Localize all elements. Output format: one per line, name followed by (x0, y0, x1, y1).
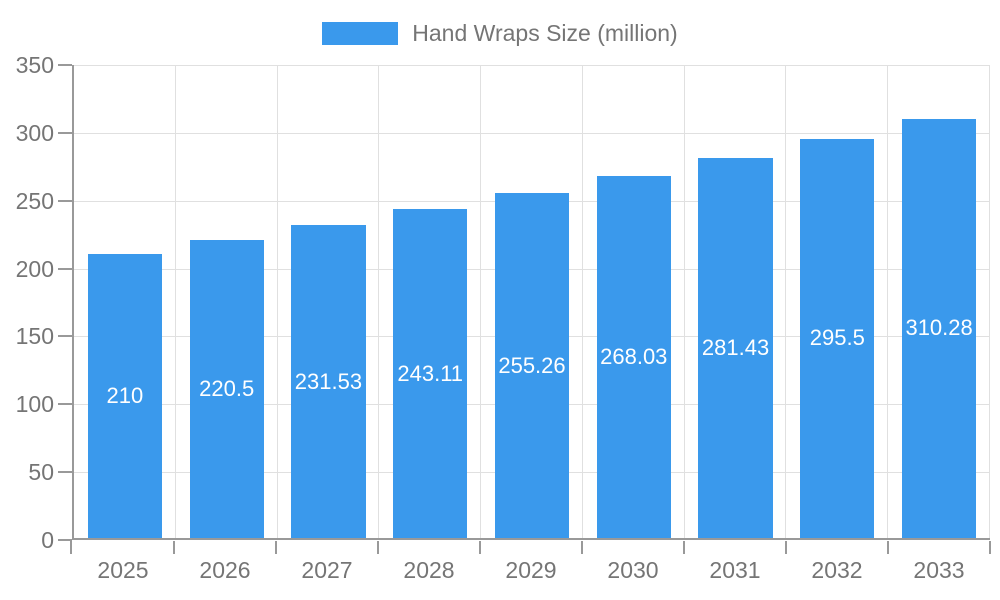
bar-2033[interactable]: 310.28 (901, 118, 977, 538)
y-axis-label: 250 (15, 187, 54, 214)
x-axis-tick (989, 541, 991, 554)
y-axis-tick (58, 267, 72, 270)
x-axis-tick (377, 541, 379, 554)
gridline-vertical (683, 65, 685, 538)
x-axis-tick (785, 541, 787, 554)
gridline-vertical (378, 65, 380, 538)
y-axis-tick (58, 335, 72, 338)
y-axis-tick (58, 471, 72, 474)
legend-label[interactable]: Hand Wraps Size (million) (412, 20, 678, 46)
gridline-vertical (581, 65, 583, 538)
bar-value-label: 281.43 (701, 334, 770, 360)
x-axis-tick (581, 541, 583, 554)
x-axis-label: 2030 (607, 557, 659, 583)
gridline-vertical (785, 65, 787, 538)
plot-area: 210 220.5 231.53 243.11 255.26 268.03 281.43 29… (72, 65, 990, 540)
gridline-vertical (276, 65, 278, 538)
y-axis-label: 200 (15, 255, 54, 282)
y-axis-tick (58, 199, 72, 202)
bar-value-label: 268.03 (600, 343, 668, 369)
bar-2027[interactable]: 231.53 (291, 225, 366, 538)
y-axis-tick (58, 131, 72, 134)
gridline-vertical (887, 65, 889, 538)
legend-swatch[interactable] (322, 22, 399, 45)
x-axis-tick (173, 541, 175, 554)
x-axis-tick (479, 541, 481, 554)
y-axis-label: 100 (15, 391, 54, 418)
x-axis-label: 2026 (199, 557, 251, 583)
gridline-vertical (174, 65, 176, 538)
bar-value-label: 220.5 (199, 376, 255, 401)
x-axis-label: 2025 (97, 557, 149, 583)
gridline-horizontal (74, 65, 990, 66)
bar-2028[interactable]: 243.11 (393, 209, 468, 538)
x-axis-label: 2027 (301, 557, 353, 583)
x-axis-label: 2033 (913, 557, 965, 583)
bar-value-label: 310.28 (905, 315, 973, 341)
y-axis-label: 300 (15, 119, 54, 146)
gridline-vertical (480, 65, 482, 538)
bar-value-label: 231.53 (294, 368, 363, 394)
bar-value-label: 243.11 (397, 360, 464, 386)
bar-2025[interactable]: 210 (87, 254, 163, 538)
y-axis-label: 50 (28, 459, 54, 486)
bar-2026[interactable]: 220.5 (189, 240, 264, 538)
x-axis-label: 2031 (709, 557, 761, 583)
x-axis-tick (275, 541, 277, 554)
x-axis-tick (887, 541, 889, 554)
y-axis-tick (58, 539, 72, 541)
bar-value-label: 255.26 (498, 352, 566, 378)
legend[interactable]: Hand Wraps Size (million) (0, 20, 1000, 47)
x-axis-tick (683, 541, 685, 554)
bar-value-label: 210 (106, 383, 144, 409)
gridline-horizontal (74, 132, 990, 134)
y-axis-label: 0 (41, 527, 54, 553)
x-axis-tick (70, 541, 72, 554)
x-axis-label: 2028 (403, 557, 455, 583)
gridline-vertical (989, 65, 990, 538)
y-axis-label: 350 (15, 52, 54, 78)
y-axis-tick (58, 64, 72, 66)
bar-2032[interactable]: 295.5 (800, 138, 875, 538)
x-axis-label: 2032 (811, 557, 863, 583)
bar-value-label: 295.5 (809, 325, 865, 351)
bar-2031[interactable]: 281.43 (698, 157, 773, 538)
x-axis-label: 2029 (505, 557, 557, 583)
y-axis-label: 150 (15, 323, 54, 350)
bar-2030[interactable]: 268.03 (596, 175, 671, 538)
y-axis-tick (58, 403, 72, 406)
bar-2029[interactable]: 255.26 (494, 193, 570, 538)
